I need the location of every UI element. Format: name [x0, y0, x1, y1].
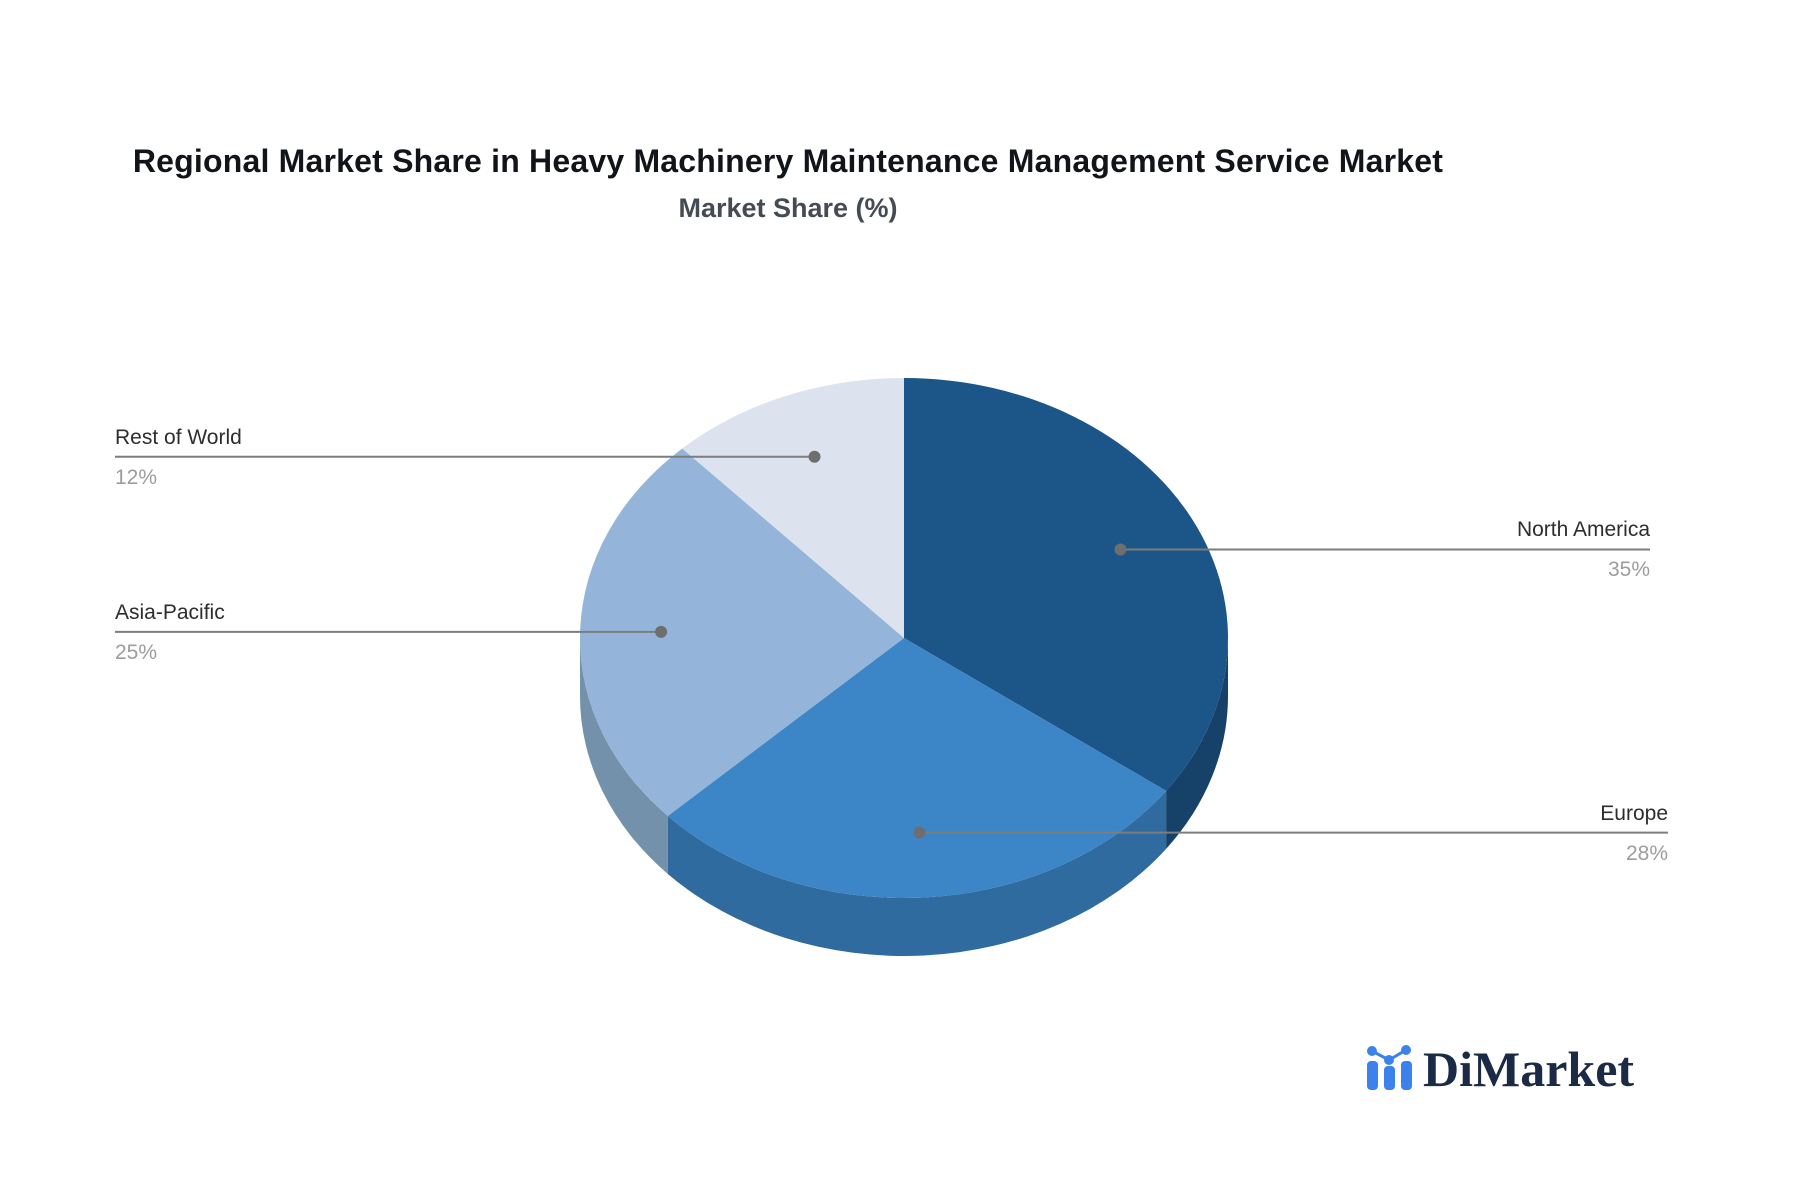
- slice-name: North America: [1516, 518, 1650, 541]
- chart-subtitle: Market Share (%): [678, 193, 898, 223]
- pie-slice-side-asia-pacific: [579, 638, 668, 874]
- leader-dot-asia-pacific: [655, 625, 668, 638]
- slice-name: Asia-Pacific: [115, 601, 225, 624]
- slice-value: 25%: [115, 641, 158, 664]
- pie-slice-side-north-america: [1166, 638, 1228, 849]
- slice-value: 35%: [1607, 558, 1650, 581]
- slice-name: Europe: [1600, 802, 1668, 825]
- slice-name: Rest of World: [115, 426, 242, 449]
- bar-line-chart-icon: [1367, 1045, 1412, 1090]
- leader-dot-north-america: [1114, 543, 1127, 556]
- dimarket-logo-text: DiMarket: [1423, 1041, 1635, 1097]
- pie-slice-north-america[interactable]: [904, 378, 1228, 791]
- leader-dot-europe: [913, 826, 926, 839]
- leader-dot-rest-of-world: [808, 450, 821, 463]
- slice-value: 28%: [1625, 842, 1668, 865]
- dimarket-logo: DiMarket: [1366, 1042, 1634, 1094]
- pie-slice-side-europe: [667, 790, 1167, 956]
- pie-slice-rest-of-world[interactable]: [682, 378, 904, 638]
- chart-title: Regional Market Share in Heavy Machinery…: [132, 143, 1444, 179]
- slice-value: 12%: [115, 466, 158, 489]
- pie-slice-asia-pacific[interactable]: [580, 448, 904, 816]
